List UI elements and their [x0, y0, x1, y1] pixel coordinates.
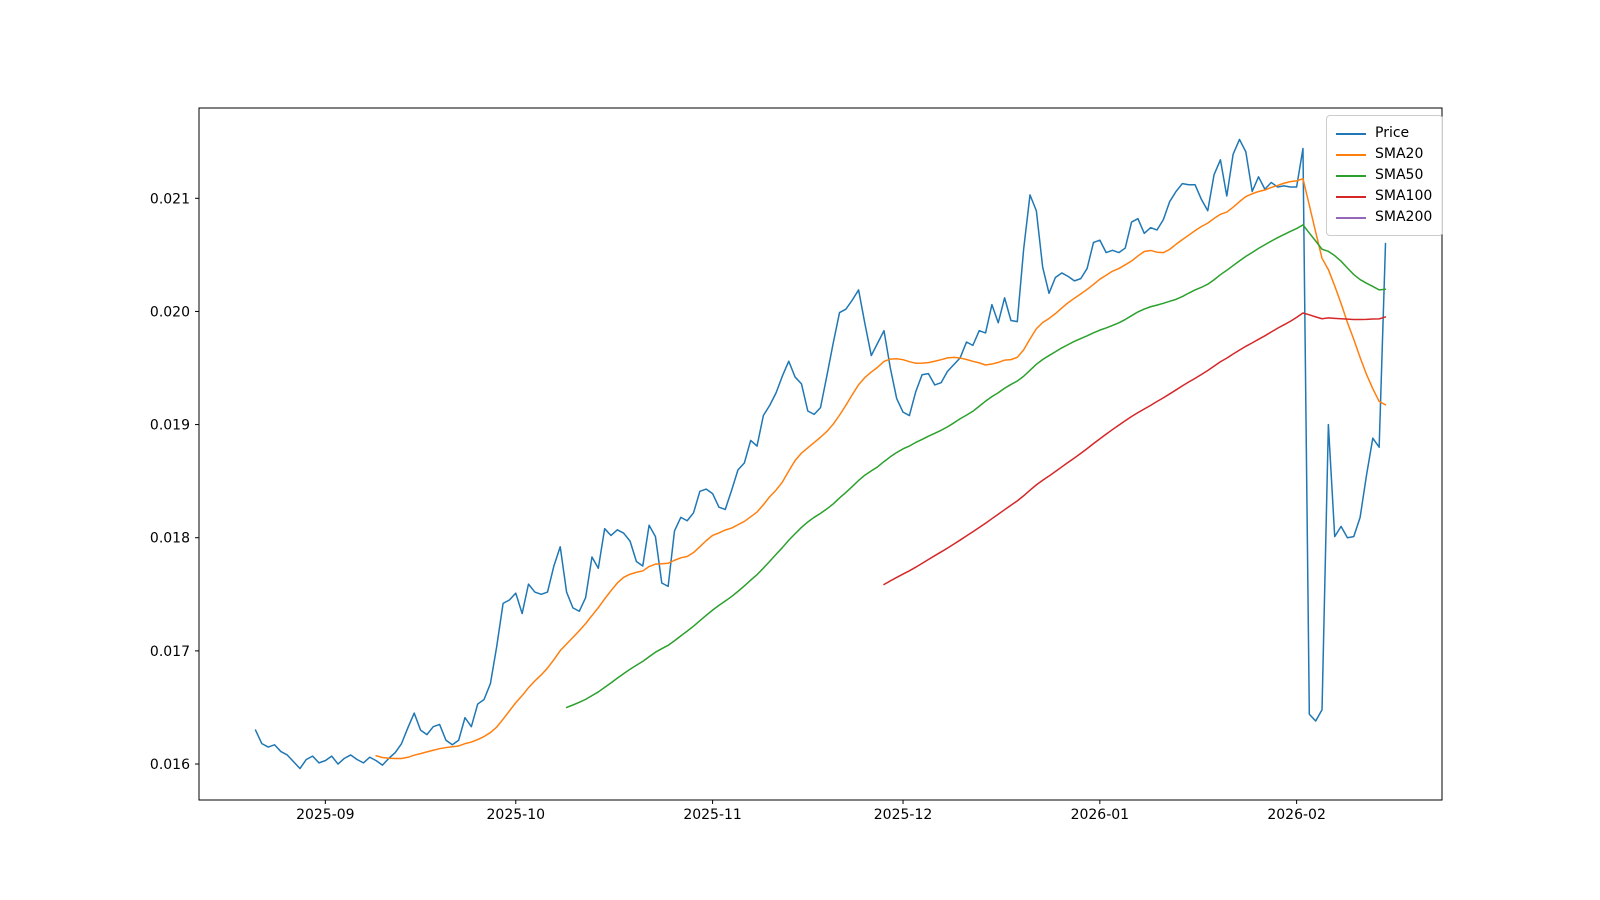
- legend-swatch-sma200: [1336, 216, 1366, 219]
- legend-label-sma50: SMA50: [1375, 167, 1424, 183]
- legend-label-sma100: SMA100: [1375, 188, 1433, 204]
- x-tick-label-3: 2025-12: [874, 807, 933, 823]
- legend: Price SMA20 SMA50 SMA100 SMA200: [1326, 115, 1444, 236]
- legend-item-sma50: SMA50: [1336, 165, 1432, 186]
- y-tick-label-1: 0.017: [150, 644, 190, 660]
- plot-frame: [198, 107, 1443, 801]
- legend-swatch-price: [1336, 132, 1366, 135]
- legend-item-sma100: SMA100: [1336, 186, 1432, 207]
- x-tick-label-4: 2026-01: [1071, 807, 1130, 823]
- y-tick-label-0: 0.016: [150, 757, 190, 773]
- legend-swatch-sma100: [1336, 195, 1366, 198]
- x-tick-label-1: 2025-10: [487, 807, 546, 823]
- y-tick-label-3: 0.019: [150, 418, 190, 434]
- legend-label-sma200: SMA200: [1375, 209, 1433, 225]
- y-tick-label-2: 0.018: [150, 531, 190, 547]
- x-tick-label-2: 2025-11: [683, 807, 742, 823]
- price-line: [254, 138, 1387, 770]
- sma20-line: [375, 177, 1387, 760]
- legend-swatch-sma50: [1336, 174, 1366, 177]
- y-tick-label-4: 0.020: [150, 304, 190, 320]
- legend-label-price: Price: [1375, 125, 1410, 141]
- y-tick-label-5: 0.021: [150, 191, 190, 207]
- legend-swatch-sma20: [1336, 153, 1366, 156]
- sma100-line: [883, 312, 1387, 586]
- legend-item-price: Price: [1336, 123, 1432, 144]
- sma50-line: [565, 224, 1387, 709]
- legend-label-sma20: SMA20: [1375, 146, 1424, 162]
- legend-item-sma20: SMA20: [1336, 144, 1432, 165]
- x-tick-label-0: 2025-09: [296, 807, 355, 823]
- legend-item-sma200: SMA200: [1336, 207, 1432, 228]
- x-tick-label-5: 2026-02: [1267, 807, 1326, 823]
